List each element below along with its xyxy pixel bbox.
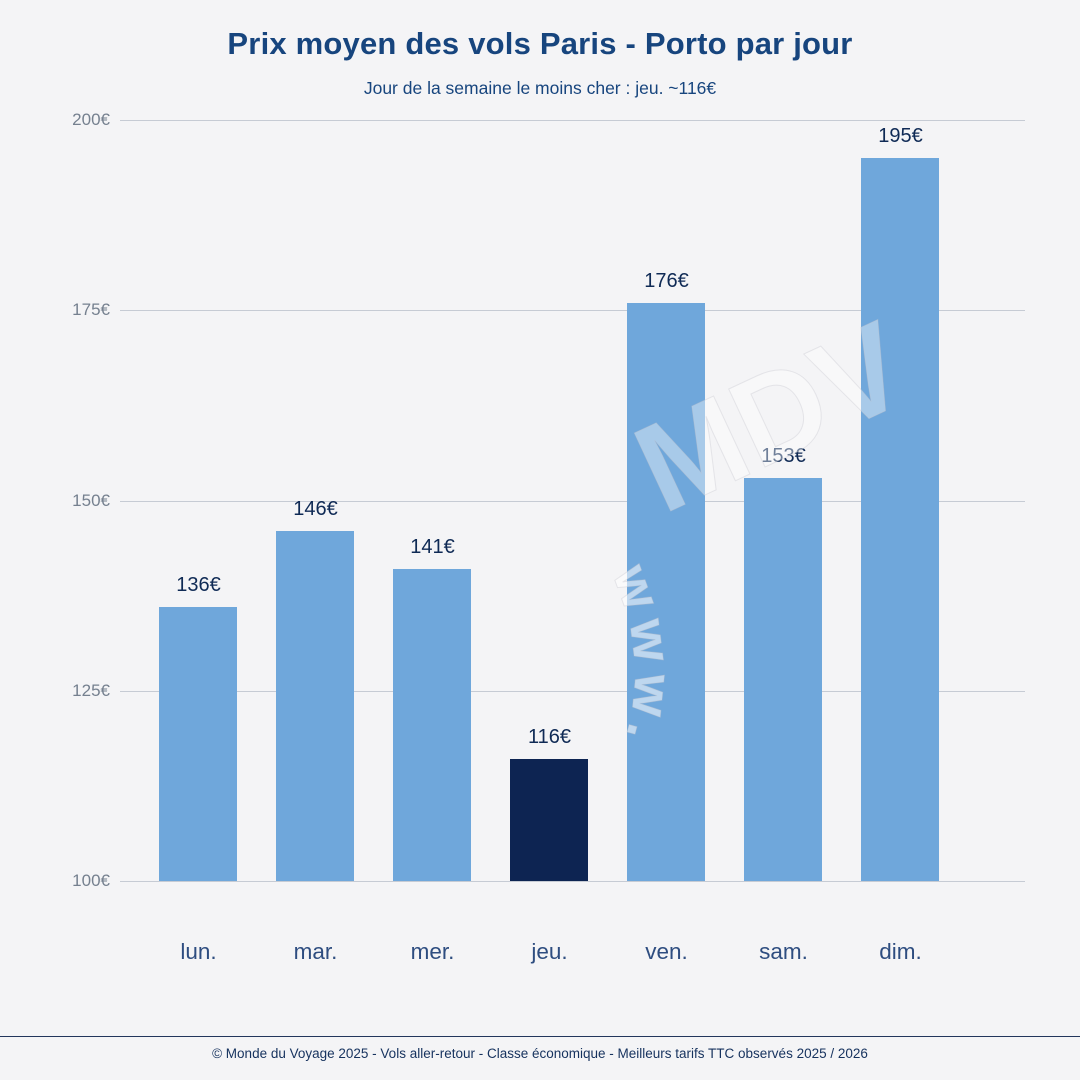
bar bbox=[861, 158, 939, 881]
gridline-200 bbox=[120, 120, 1025, 121]
bar-value-label: 195€ bbox=[878, 125, 923, 148]
x-axis-label: mer. bbox=[410, 939, 455, 964]
bar bbox=[744, 477, 822, 881]
x-axis-label: jeu. bbox=[531, 939, 568, 964]
gridline-100 bbox=[120, 881, 1025, 882]
y-tick-label: 125€ bbox=[72, 680, 110, 700]
bar-value-label: 116€ bbox=[527, 726, 571, 749]
bar-column-dim.: 195€ dim. bbox=[842, 120, 959, 964]
gridline-175 bbox=[120, 310, 1025, 312]
bar-highlighted bbox=[510, 759, 588, 881]
y-tick-label: 100€ bbox=[72, 871, 110, 890]
bar-column-ven.: 176€ ven. bbox=[608, 120, 725, 964]
chart-subtitle: Jour de la semaine le moins cher : jeu. … bbox=[363, 78, 717, 98]
gridline-125 bbox=[120, 690, 1025, 692]
chart-title: Prix moyen des vols Paris - Porto par jo… bbox=[227, 26, 853, 61]
footer-text: © Monde du Voyage 2025 - Vols aller-reto… bbox=[212, 1046, 868, 1061]
bar-column-sam.: 153€ sam. bbox=[725, 120, 842, 964]
x-axis-label: lun. bbox=[180, 939, 217, 964]
x-axis-label: ven. bbox=[645, 939, 688, 964]
bar bbox=[393, 569, 471, 881]
x-axis-label: mar. bbox=[293, 939, 338, 964]
bar-column-lun.: 136€ lun. bbox=[140, 120, 257, 964]
bar-value-label: 176€ bbox=[644, 269, 689, 292]
bar bbox=[159, 607, 237, 881]
gridline-150 bbox=[120, 500, 1025, 502]
bar-column-jeu.: 116€ jeu. bbox=[491, 120, 608, 964]
bar-column-mer.: 141€ mer. bbox=[374, 120, 491, 964]
bar bbox=[627, 302, 705, 881]
y-tick-label: 150€ bbox=[72, 490, 110, 510]
x-axis-label: sam. bbox=[759, 939, 808, 964]
bar bbox=[276, 530, 354, 881]
bar-value-label: 153€ bbox=[761, 444, 806, 467]
y-tick-label: 200€ bbox=[72, 110, 110, 129]
footer-divider bbox=[0, 1036, 1080, 1037]
bar-value-label: 146€ bbox=[293, 497, 338, 520]
bar-value-label: 141€ bbox=[410, 536, 455, 558]
x-axis-label: dim. bbox=[879, 939, 922, 964]
bar-value-label: 136€ bbox=[176, 574, 221, 597]
bar-column-mar.: 146€ mar. bbox=[257, 120, 374, 964]
y-tick-label: 175€ bbox=[72, 300, 110, 320]
